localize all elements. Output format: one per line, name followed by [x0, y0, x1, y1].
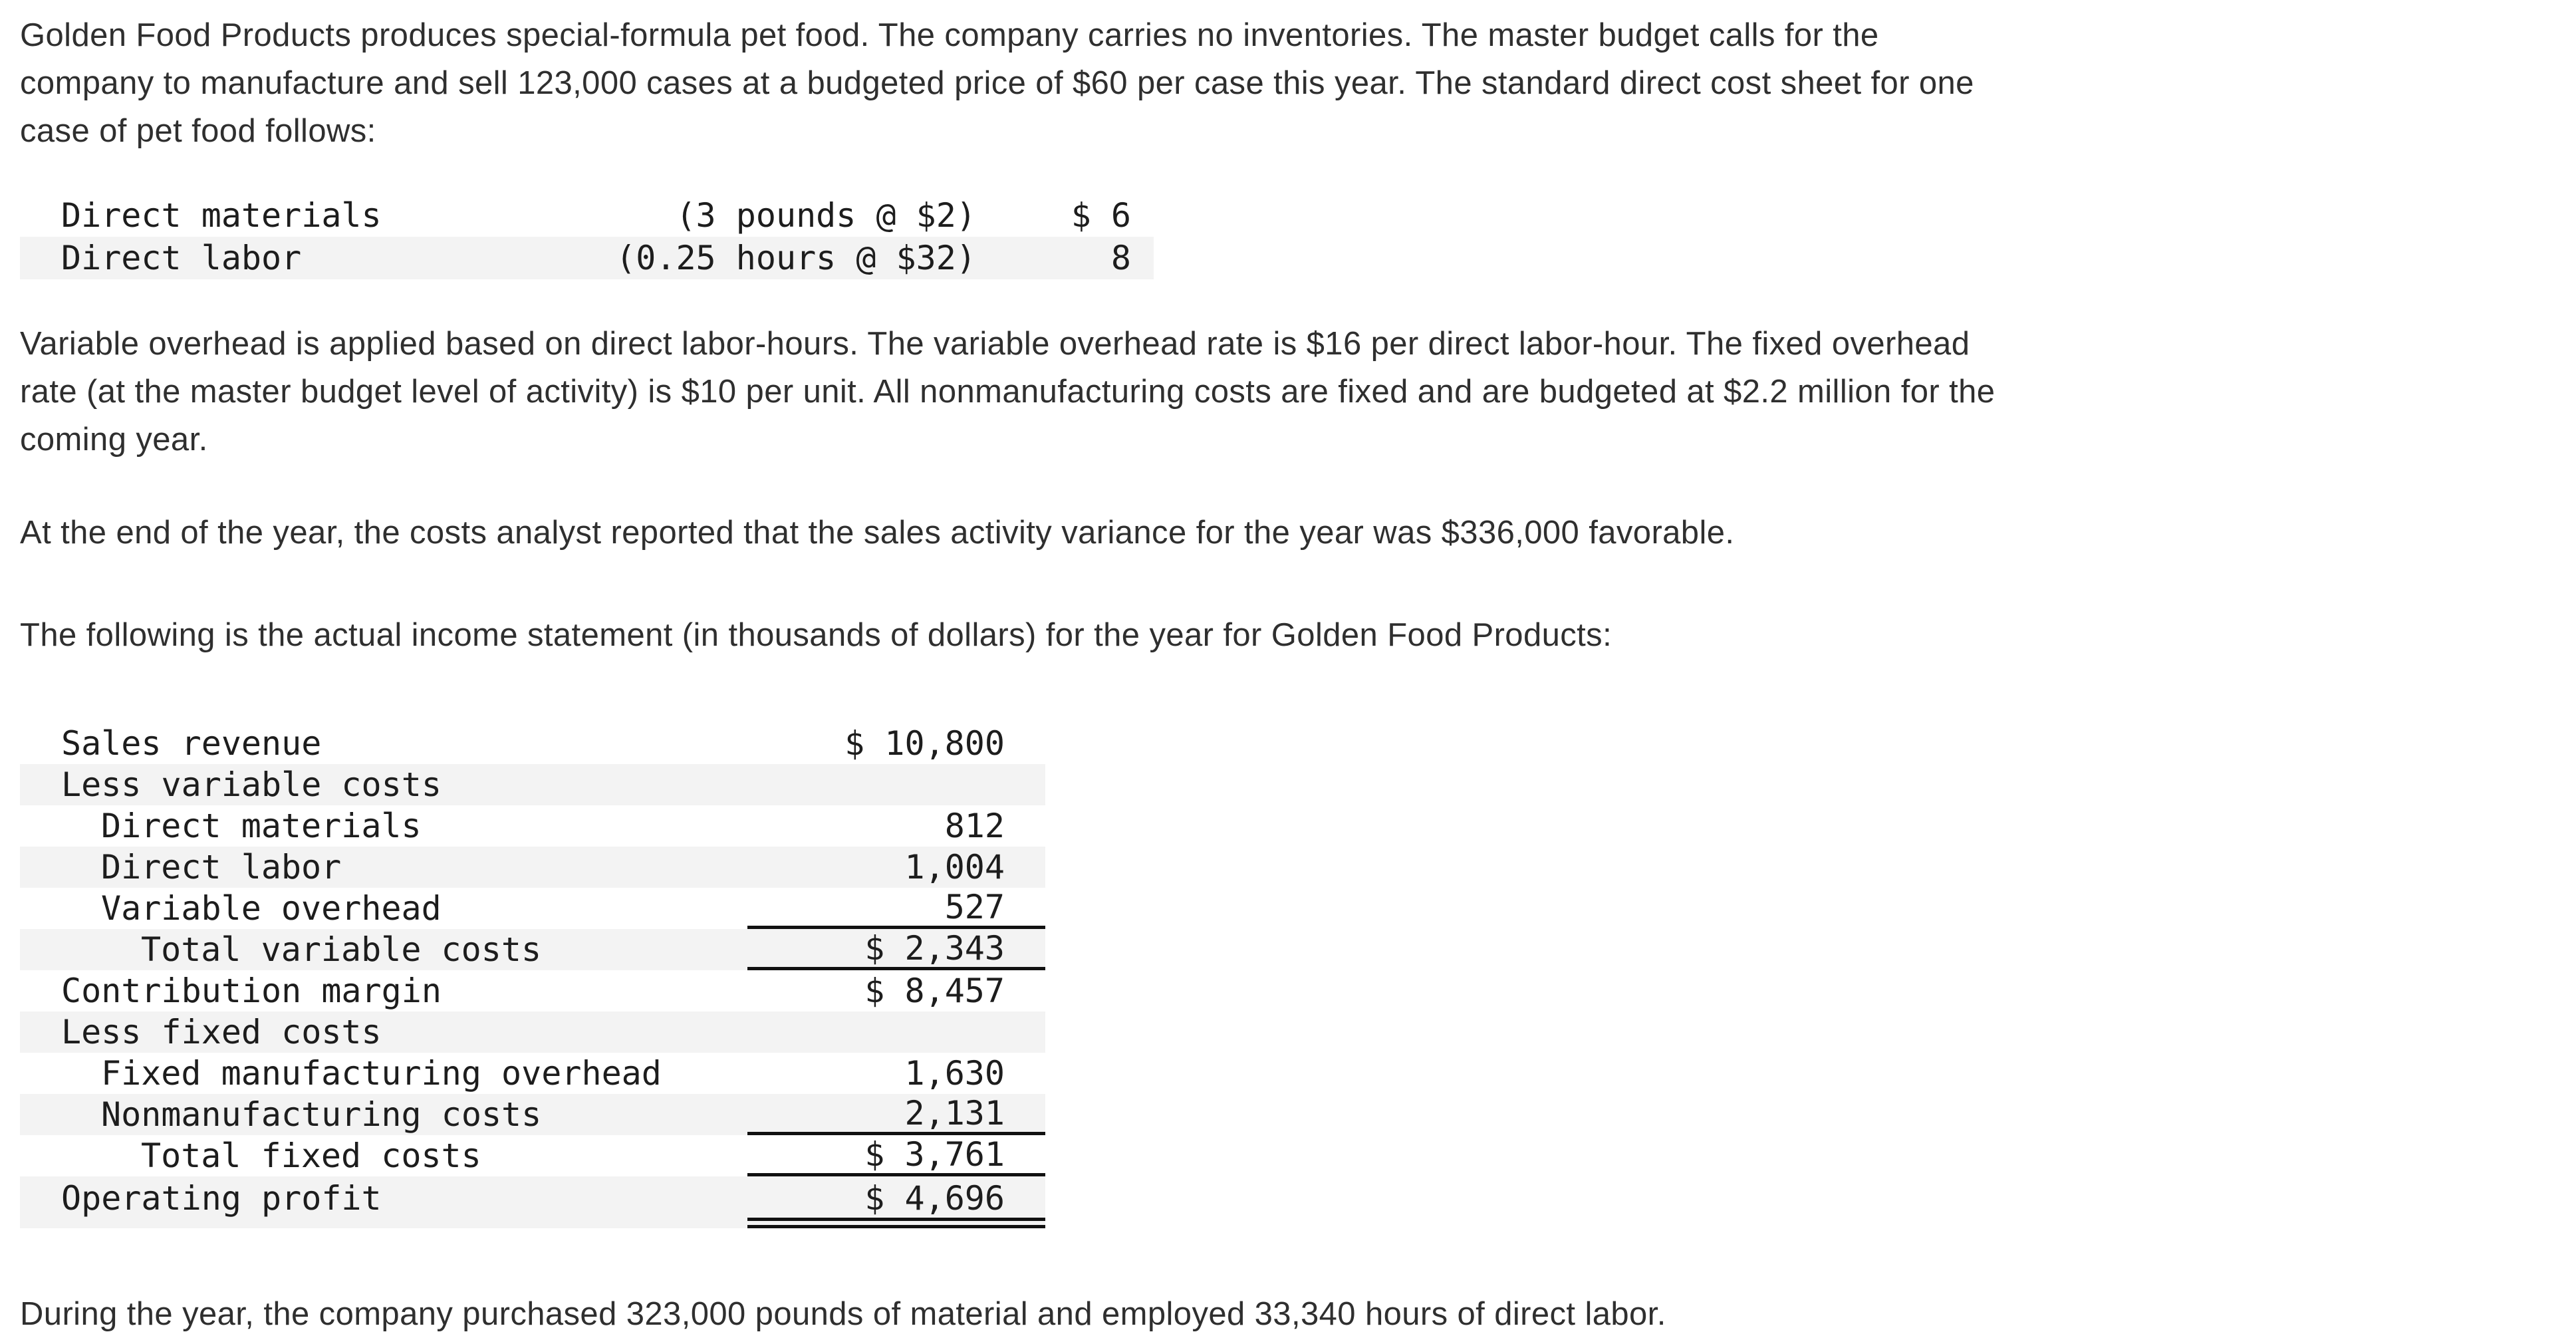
row-amount: 1,004	[904, 848, 1005, 886]
text-line: The following is the actual income state…	[20, 617, 1612, 653]
table-row: Total fixed costs $ 3,761	[20, 1135, 1045, 1176]
row-amount	[747, 1011, 1045, 1053]
row-detail: (3 pounds @ $2)	[676, 196, 976, 235]
row-label: Direct materials	[61, 196, 382, 235]
table-row: Variable overhead 527	[20, 888, 1045, 929]
overhead-paragraph: Variable overhead is applied based on di…	[20, 320, 2556, 464]
row-amount: $ 8,457	[864, 972, 1005, 1010]
row-label: Variable overhead	[101, 889, 442, 928]
intro-paragraph: Golden Food Products produces special-fo…	[20, 11, 2556, 155]
variance-paragraph: At the end of the year, the costs analys…	[20, 509, 2556, 557]
table-row: Direct labor (0.25 hours @ $32) 8	[20, 237, 1154, 279]
row-detail: (0.25 hours @ $32)	[616, 239, 976, 277]
text-line: case of pet food follows:	[20, 113, 376, 149]
standard-cost-table: Direct materials (3 pounds @ $2) $ 6 Dir…	[20, 194, 1154, 279]
row-amount: 2,131	[747, 1094, 1045, 1135]
row-label: Fixed manufacturing overhead	[101, 1054, 662, 1093]
row-label: Direct materials	[101, 807, 422, 845]
row-amount: $ 4,696	[747, 1176, 1045, 1228]
text-line: rate (at the master budget level of acti…	[20, 374, 1996, 410]
income-intro-paragraph: The following is the actual income state…	[20, 611, 2556, 659]
row-label: Total fixed costs	[141, 1137, 481, 1175]
text-line: During the year, the company purchased 3…	[20, 1296, 1666, 1332]
closing-paragraph: During the year, the company purchased 3…	[20, 1290, 2556, 1338]
row-label: Operating profit	[61, 1179, 382, 1218]
text-line: Golden Food Products produces special-fo…	[20, 17, 1879, 53]
table-row: Less fixed costs	[20, 1011, 1045, 1053]
table-row: Direct labor 1,004	[20, 847, 1045, 888]
row-label: Contribution margin	[61, 972, 442, 1010]
row-amount: 527	[747, 888, 1045, 929]
row-label: Less fixed costs	[61, 1013, 382, 1051]
row-label: Nonmanufacturing costs	[101, 1095, 542, 1134]
table-row: Operating profit $ 4,696	[20, 1176, 1045, 1228]
row-label: Less variable costs	[61, 765, 442, 804]
row-amount: 8	[1110, 239, 1131, 277]
row-label: Direct labor	[61, 239, 302, 277]
row-amount: $ 2,343	[747, 929, 1045, 970]
table-row: Fixed manufacturing overhead 1,630	[20, 1053, 1045, 1094]
row-amount: 1,630	[904, 1054, 1005, 1093]
row-amount: 812	[944, 807, 1005, 845]
table-row: Sales revenue $ 10,800	[20, 723, 1045, 764]
row-label: Direct labor	[101, 848, 342, 886]
income-statement-table: Sales revenue $ 10,800 Less variable cos…	[20, 723, 1045, 1228]
table-row: Direct materials (3 pounds @ $2) $ 6	[20, 194, 1154, 237]
table-row: Direct materials 812	[20, 805, 1045, 847]
text-line: At the end of the year, the costs analys…	[20, 515, 1735, 551]
row-amount	[747, 764, 1045, 805]
table-row: Total variable costs $ 2,343	[20, 929, 1045, 970]
table-row: Less variable costs	[20, 764, 1045, 805]
table-row: Nonmanufacturing costs 2,131	[20, 1094, 1045, 1135]
row-amount: $ 10,800	[844, 724, 1005, 763]
text-line: company to manufacture and sell 123,000 …	[20, 65, 1974, 101]
row-amount: $ 6	[1071, 196, 1131, 235]
row-amount: $ 3,761	[747, 1135, 1045, 1176]
text-line: coming year.	[20, 422, 208, 458]
row-label: Total variable costs	[141, 930, 542, 969]
table-row: Contribution margin $ 8,457	[20, 970, 1045, 1011]
text-line: Variable overhead is applied based on di…	[20, 326, 1970, 362]
row-label: Sales revenue	[61, 724, 322, 763]
